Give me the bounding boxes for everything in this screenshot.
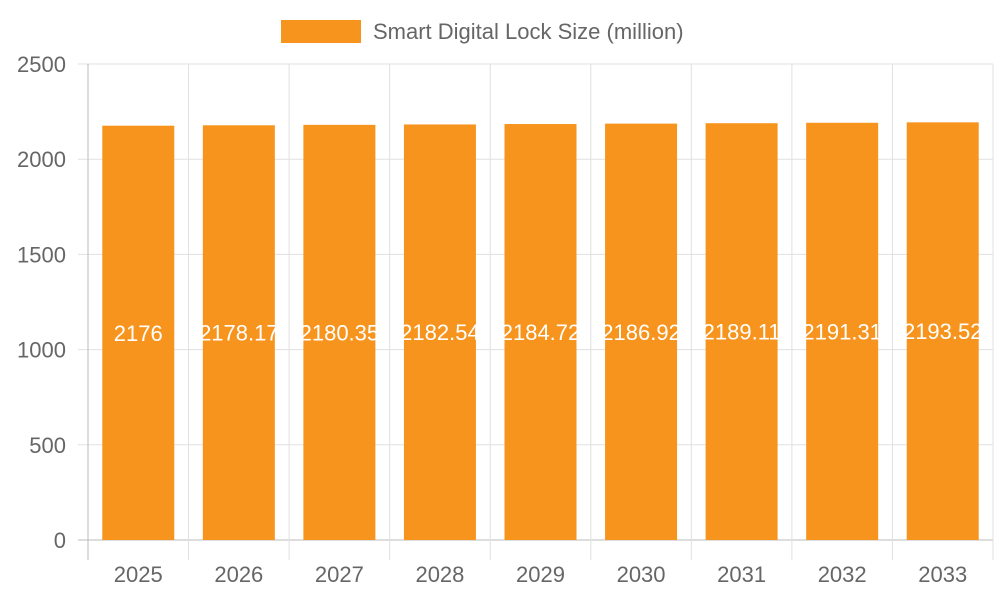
y-tick-label: 1500 [17, 242, 66, 267]
data-label: 2191.31 [802, 319, 882, 344]
x-tick-label: 2029 [516, 562, 565, 587]
y-tick-label: 500 [29, 433, 66, 458]
x-tick-label: 2032 [818, 562, 867, 587]
data-label: 2184.72 [501, 320, 581, 345]
data-labels: 2176 2178.17 2180.35 2182.54 2184.72 2186.92 2… [114, 319, 983, 346]
y-tick-label: 0 [54, 528, 66, 553]
data-label: 2178.17 [199, 321, 279, 346]
bar-2029[interactable] [504, 124, 577, 541]
bar-2033[interactable] [906, 122, 979, 540]
bar-2028[interactable] [403, 124, 476, 540]
bar-2031[interactable] [705, 123, 778, 541]
data-label: 2182.54 [400, 320, 480, 345]
bar-2032[interactable] [806, 122, 879, 541]
data-label: 2176 [114, 321, 163, 346]
data-label: 2186.92 [601, 320, 681, 345]
x-tick-label: 2031 [717, 562, 766, 587]
y-tick-label: 2500 [17, 52, 66, 77]
x-tick-label: 2033 [918, 562, 967, 587]
x-tick-label: 2028 [415, 562, 464, 587]
x-axis: 2025 2026 2027 2028 2029 2030 2031 2032 2033 [114, 562, 967, 587]
x-tick-label: 2030 [617, 562, 666, 587]
x-tick-label: 2027 [315, 562, 364, 587]
y-axis: 0 500 1000 1500 2000 2500 [17, 52, 66, 553]
data-label: 2180.35 [300, 320, 380, 345]
x-tick-label: 2025 [114, 562, 163, 587]
x-tick-label: 2026 [214, 562, 263, 587]
bar-2027[interactable] [303, 124, 376, 540]
bar-2026[interactable] [202, 125, 275, 540]
y-tick-label: 2000 [17, 147, 66, 172]
data-label: 2189.11 [703, 320, 781, 345]
bar-2025[interactable] [102, 125, 175, 540]
legend-label: Smart Digital Lock Size (million) [373, 19, 684, 44]
bars [102, 122, 979, 541]
data-label: 2193.52 [903, 319, 983, 344]
y-tick-label: 1000 [17, 338, 66, 363]
bar-2030[interactable] [605, 123, 678, 540]
legend[interactable]: Smart Digital Lock Size (million) [281, 19, 684, 44]
legend-swatch [281, 20, 361, 43]
